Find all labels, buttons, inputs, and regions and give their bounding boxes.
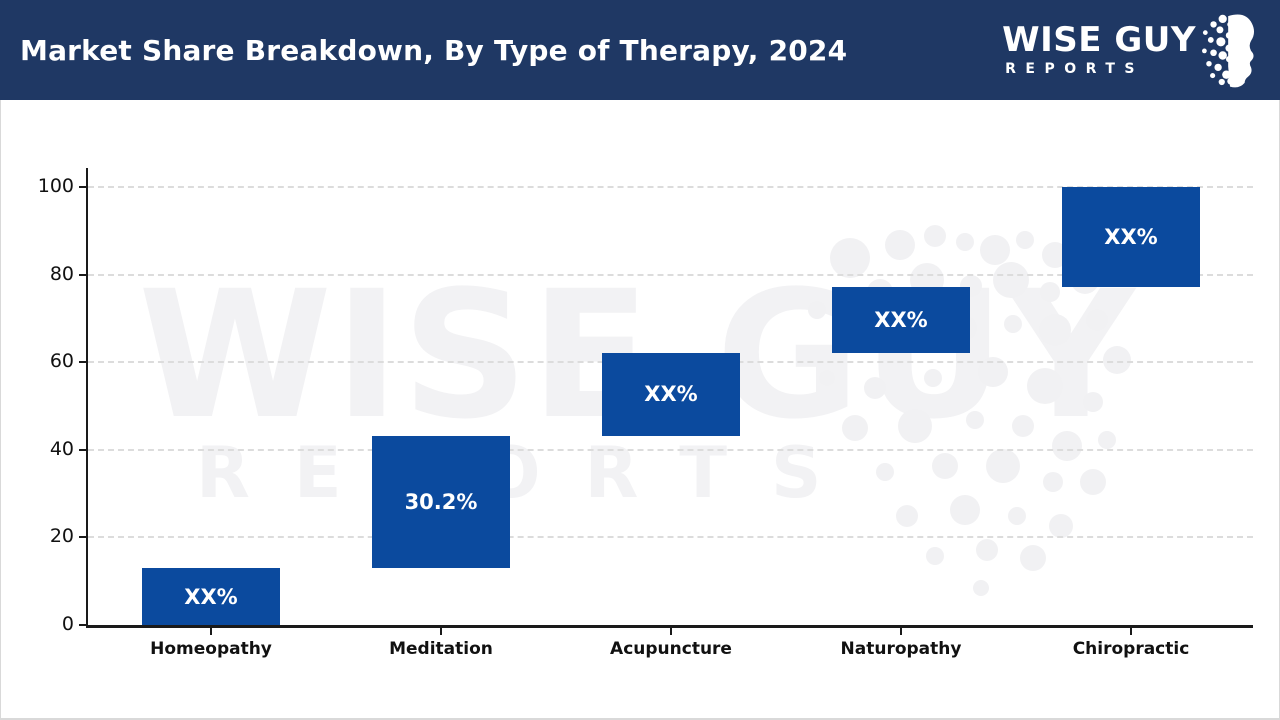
x-axis-category-label: Acupuncture [610,639,732,659]
bar-acupuncture: XX% [602,352,740,436]
bar-value-label: XX% [184,584,238,609]
bar-value-label: XX% [1104,224,1158,249]
x-axis-tick-mark [210,627,212,635]
x-axis-category-label: Meditation [389,639,493,659]
bar-value-label: XX% [874,307,928,332]
gridline [88,273,1253,276]
bar-value-label: 30.2% [404,489,478,514]
x-axis-tick-mark [440,627,442,635]
y-axis-tick-mark [79,361,88,364]
dotted-head-logo-icon [1202,14,1255,88]
x-axis-line [86,625,1253,628]
brand-logo-text: WISE GUY REPORTS [1002,19,1196,78]
y-axis-tick-label: 80 [49,262,74,285]
gridline [88,186,1253,188]
x-axis-category-label: Chiropractic [1072,639,1190,659]
watermark-dotted-head [808,225,1131,596]
y-axis-tick-mark [79,448,88,451]
bar-meditation: 30.2% [372,435,510,569]
page-title: Market Share Breakdown, By Type of Thera… [20,33,848,67]
y-axis-tick-mark [79,536,88,539]
x-axis-category-label: Naturopathy [840,639,962,659]
y-axis-tick-label: 100 [37,175,74,197]
y-axis-tick-label: 20 [49,525,74,548]
gridline [88,536,1253,539]
bar-value-label: XX% [644,382,698,407]
y-axis-tick-mark [79,624,88,626]
bar-naturopathy: XX% [832,286,970,353]
x-axis-tick-mark [1130,627,1132,635]
x-axis-tick-mark [900,627,902,635]
x-axis-tick-mark [670,627,672,635]
header-bar: Market Share Breakdown, By Type of Thera… [0,0,1280,100]
gridline [88,448,1253,451]
x-axis-category-label: Homeopathy [150,639,272,659]
y-axis-tick-label: 40 [49,437,74,460]
y-axis-tick-label: 60 [49,350,74,373]
y-axis-line [86,168,88,627]
brand-name: WISE GUY [1002,19,1196,60]
brand-tagline: REPORTS [1005,61,1144,78]
y-axis-tick-mark [79,273,88,276]
bar-chiropractic: XX% [1062,187,1200,287]
bar-homeopathy: XX% [142,568,280,625]
y-axis-tick-label: 0 [61,613,74,635]
y-axis-tick-mark [79,186,88,188]
brand-logo: WISE GUY REPORTS [1002,11,1262,89]
